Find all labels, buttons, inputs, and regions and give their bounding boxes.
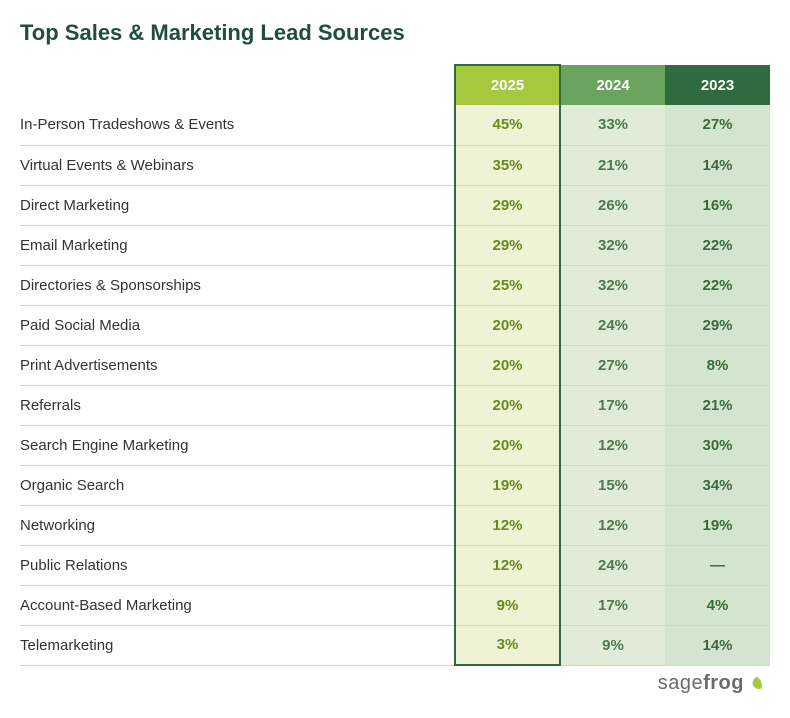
row-label: Direct Marketing bbox=[20, 185, 455, 225]
table-row: Referrals20%17%21% bbox=[20, 385, 770, 425]
row-value: 16% bbox=[665, 185, 770, 225]
table-header-row: 2025 2024 2023 bbox=[20, 65, 770, 105]
row-value: 29% bbox=[455, 185, 560, 225]
row-value: 22% bbox=[665, 225, 770, 265]
table-row: Direct Marketing29%26%16% bbox=[20, 185, 770, 225]
table-row: Print Advertisements20%27%8% bbox=[20, 345, 770, 385]
logo-text: sagefrog bbox=[658, 672, 744, 695]
row-value: 3% bbox=[455, 625, 560, 665]
row-value: 26% bbox=[560, 185, 665, 225]
row-value: 32% bbox=[560, 225, 665, 265]
row-value: 32% bbox=[560, 265, 665, 305]
row-value: 17% bbox=[560, 385, 665, 425]
row-value: 12% bbox=[455, 505, 560, 545]
row-value: 12% bbox=[560, 425, 665, 465]
table-row: Email Marketing29%32%22% bbox=[20, 225, 770, 265]
row-value: 19% bbox=[455, 465, 560, 505]
table-row: Paid Social Media20%24%29% bbox=[20, 305, 770, 345]
row-label: Paid Social Media bbox=[20, 305, 455, 345]
row-value: 22% bbox=[665, 265, 770, 305]
row-value: 34% bbox=[665, 465, 770, 505]
chart-title: Top Sales & Marketing Lead Sources bbox=[20, 20, 770, 46]
table-row: Virtual Events & Webinars35%21%14% bbox=[20, 145, 770, 185]
row-label: In-Person Tradeshows & Events bbox=[20, 105, 455, 145]
row-value: 14% bbox=[665, 145, 770, 185]
row-label: Directories & Sponsorships bbox=[20, 265, 455, 305]
row-value: 21% bbox=[560, 145, 665, 185]
row-value: 45% bbox=[455, 105, 560, 145]
row-value: 30% bbox=[665, 425, 770, 465]
row-value: — bbox=[665, 545, 770, 585]
header-year-2023: 2023 bbox=[665, 65, 770, 105]
row-value: 20% bbox=[455, 345, 560, 385]
table-row: Account-Based Marketing9%17%4% bbox=[20, 585, 770, 625]
table-row: Telemarketing3%9%14% bbox=[20, 625, 770, 665]
leaf-icon bbox=[748, 675, 766, 693]
row-label: Email Marketing bbox=[20, 225, 455, 265]
row-value: 24% bbox=[560, 545, 665, 585]
row-label: Networking bbox=[20, 505, 455, 545]
table-row: In-Person Tradeshows & Events45%33%27% bbox=[20, 105, 770, 145]
row-label: Account-Based Marketing bbox=[20, 585, 455, 625]
row-value: 29% bbox=[455, 225, 560, 265]
row-value: 15% bbox=[560, 465, 665, 505]
row-value: 12% bbox=[560, 505, 665, 545]
row-value: 27% bbox=[560, 345, 665, 385]
row-value: 29% bbox=[665, 305, 770, 345]
row-value: 20% bbox=[455, 425, 560, 465]
row-label: Organic Search bbox=[20, 465, 455, 505]
row-value: 25% bbox=[455, 265, 560, 305]
row-value: 17% bbox=[560, 585, 665, 625]
row-value: 35% bbox=[455, 145, 560, 185]
row-value: 9% bbox=[455, 585, 560, 625]
row-label: Print Advertisements bbox=[20, 345, 455, 385]
header-spacer bbox=[20, 65, 455, 105]
row-value: 33% bbox=[560, 105, 665, 145]
footer: sagefrog bbox=[20, 666, 770, 695]
row-label: Virtual Events & Webinars bbox=[20, 145, 455, 185]
row-value: 9% bbox=[560, 625, 665, 665]
row-value: 27% bbox=[665, 105, 770, 145]
sagefrog-logo: sagefrog bbox=[658, 672, 766, 695]
row-value: 14% bbox=[665, 625, 770, 665]
header-year-2024: 2024 bbox=[560, 65, 665, 105]
table-row: Directories & Sponsorships25%32%22% bbox=[20, 265, 770, 305]
row-value: 24% bbox=[560, 305, 665, 345]
table-row: Organic Search19%15%34% bbox=[20, 465, 770, 505]
lead-sources-table: 2025 2024 2023 In-Person Tradeshows & Ev… bbox=[20, 64, 770, 666]
table-row: Search Engine Marketing20%12%30% bbox=[20, 425, 770, 465]
row-value: 12% bbox=[455, 545, 560, 585]
row-label: Search Engine Marketing bbox=[20, 425, 455, 465]
header-year-2025: 2025 bbox=[455, 65, 560, 105]
table-row: Public Relations12%24%— bbox=[20, 545, 770, 585]
row-value: 8% bbox=[665, 345, 770, 385]
row-value: 20% bbox=[455, 305, 560, 345]
row-value: 19% bbox=[665, 505, 770, 545]
table-row: Networking12%12%19% bbox=[20, 505, 770, 545]
row-label: Telemarketing bbox=[20, 625, 455, 665]
row-label: Public Relations bbox=[20, 545, 455, 585]
row-value: 20% bbox=[455, 385, 560, 425]
row-label: Referrals bbox=[20, 385, 455, 425]
row-value: 21% bbox=[665, 385, 770, 425]
row-value: 4% bbox=[665, 585, 770, 625]
